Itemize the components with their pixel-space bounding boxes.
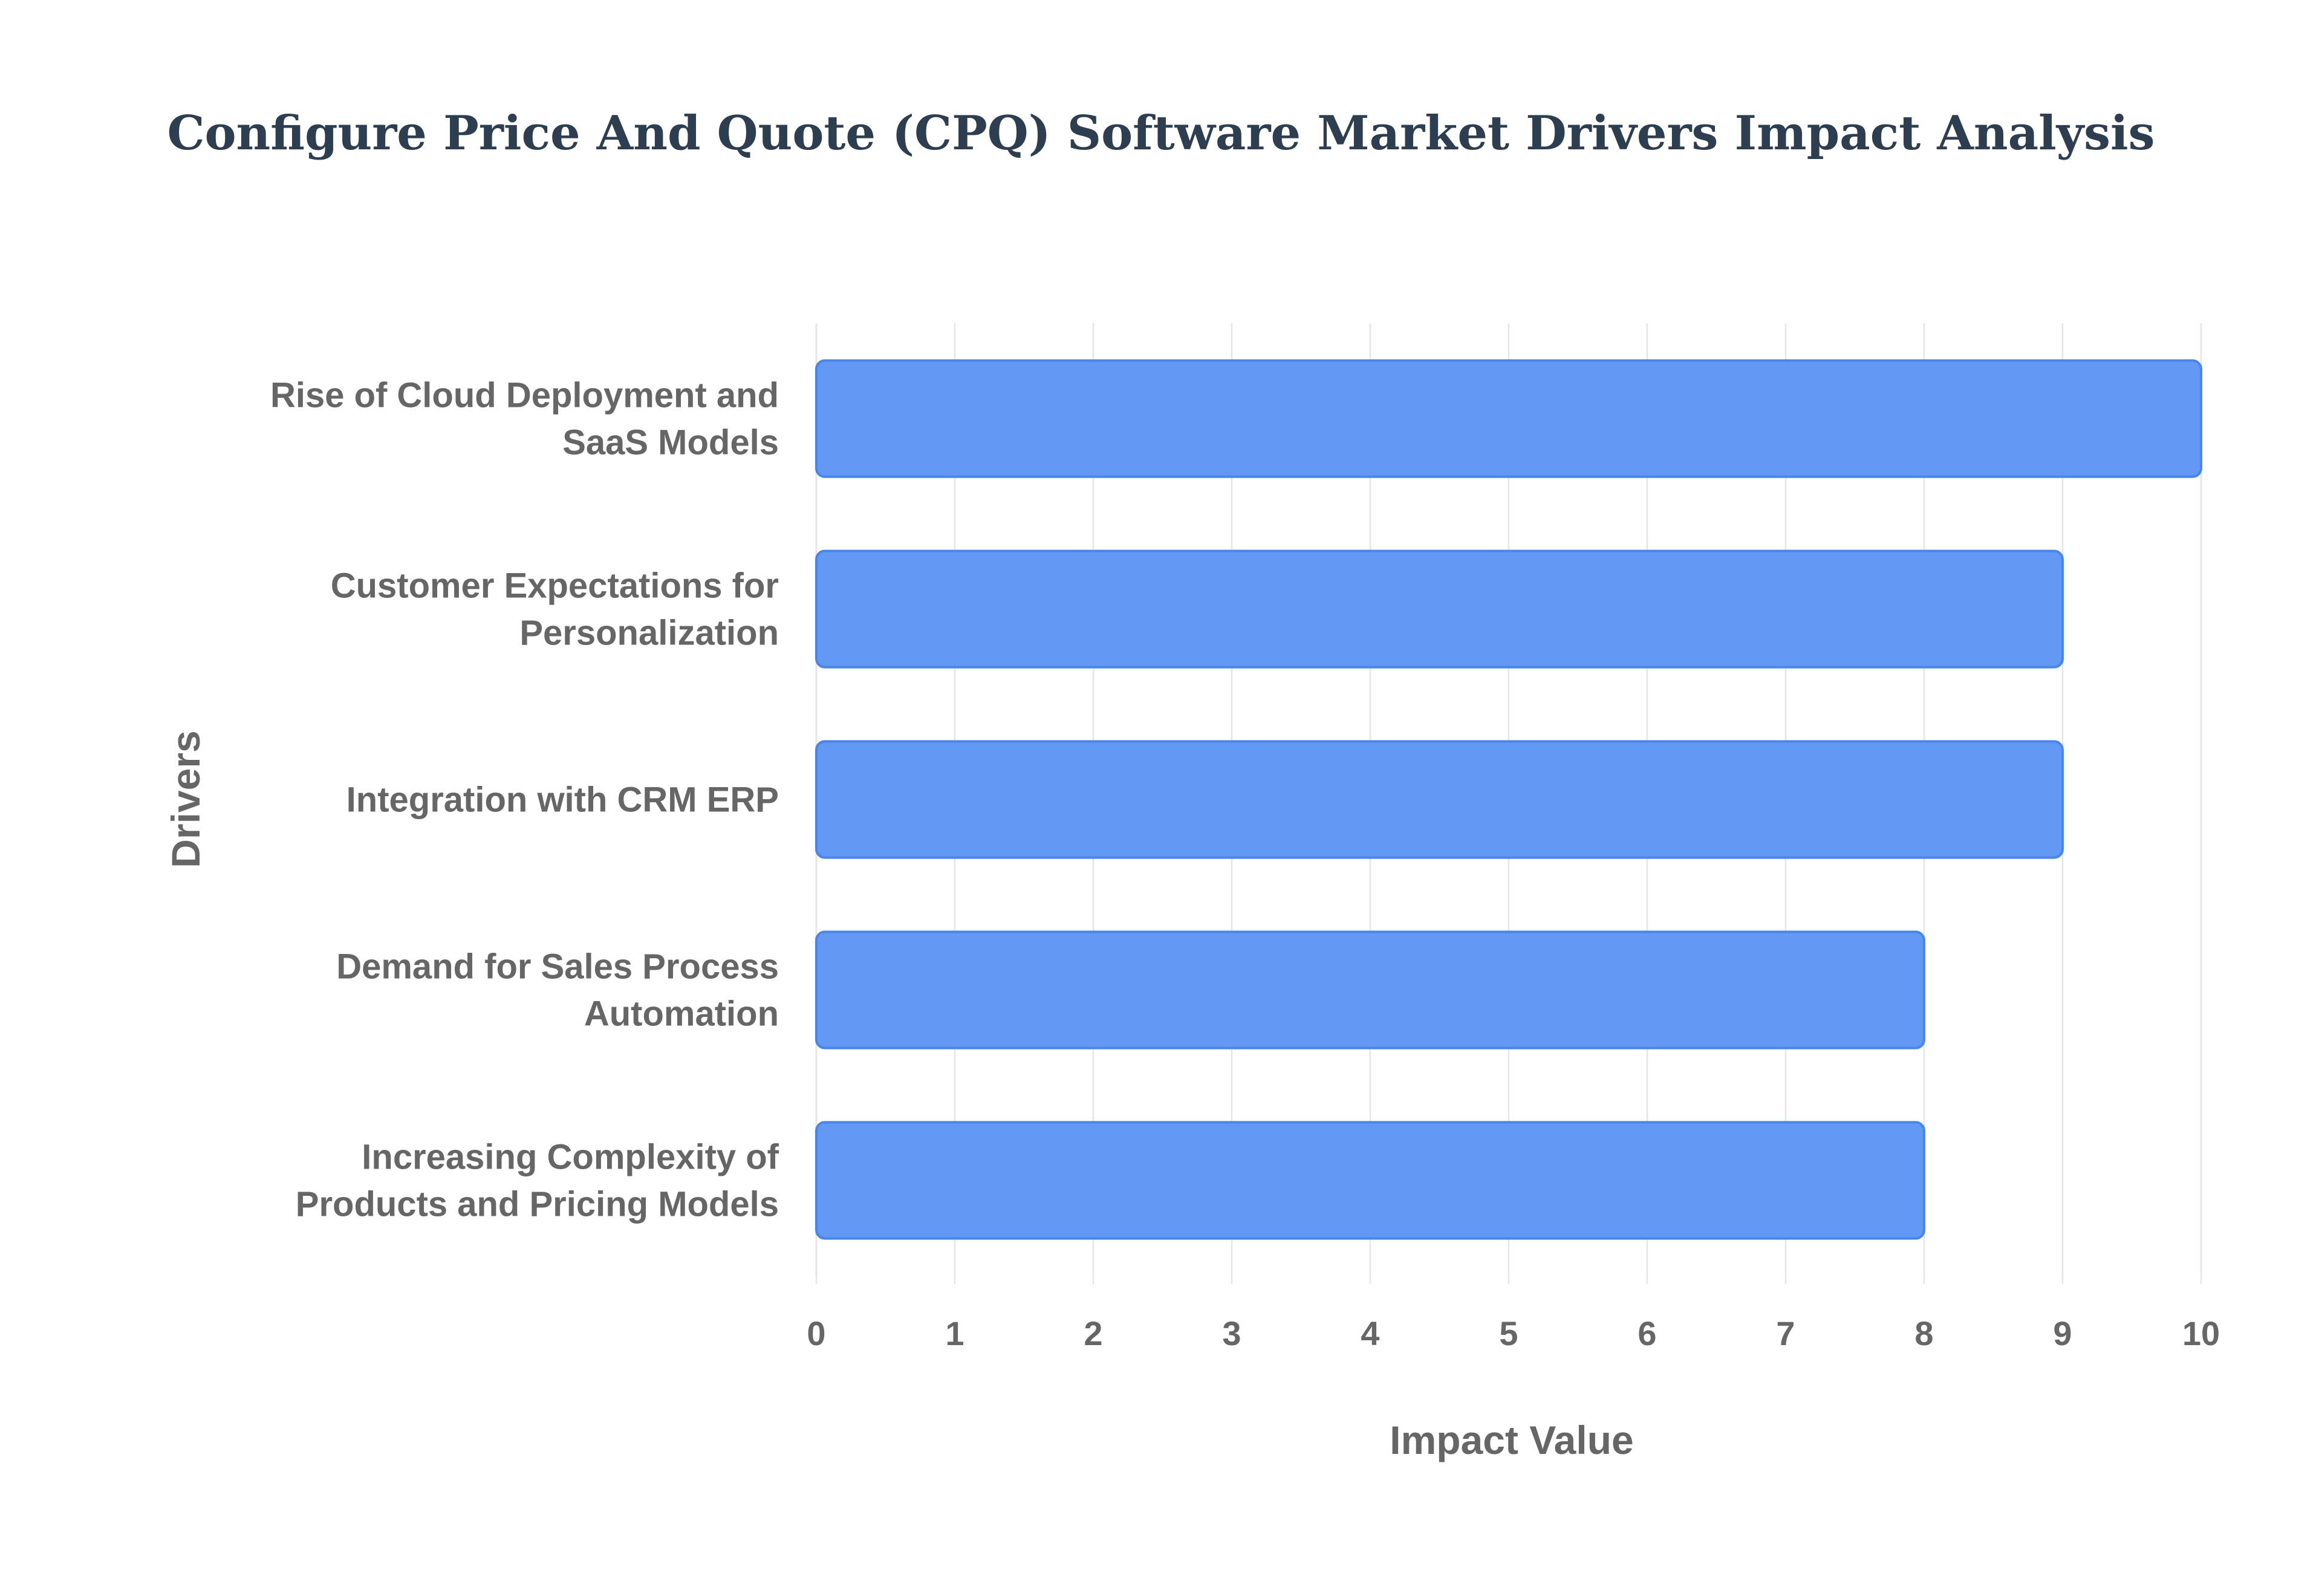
x-axis-ticks: 0 1 2 3 4 5 6 7 8 9 10 bbox=[807, 1314, 2220, 1352]
x-tick-label: 8 bbox=[1914, 1314, 1933, 1352]
x-tick-label: 2 bbox=[1084, 1314, 1102, 1352]
bar bbox=[815, 740, 2064, 859]
chart-title: Configure Price And Quote (CPQ) Software… bbox=[167, 106, 2155, 161]
y-axis-title: Drivers bbox=[163, 730, 208, 868]
y-category-label: Demand for Sales Process Automation bbox=[336, 947, 779, 1034]
x-tick-label: 7 bbox=[1776, 1314, 1795, 1352]
bar bbox=[815, 550, 2064, 669]
x-tick-label: 4 bbox=[1361, 1314, 1379, 1352]
x-tick-label: 9 bbox=[2053, 1314, 2072, 1352]
x-tick-label: 3 bbox=[1222, 1314, 1241, 1352]
y-category-label: Integration with CRM ERP bbox=[346, 780, 779, 820]
y-category-label: Rise of Cloud Deployment and SaaS Models bbox=[270, 376, 779, 462]
bars bbox=[815, 359, 2202, 1240]
x-tick-label: 1 bbox=[945, 1314, 964, 1352]
x-axis-title: Impact Value bbox=[1390, 1418, 1634, 1462]
x-tick-label: 5 bbox=[1499, 1314, 1518, 1352]
y-axis-labels: Rise of Cloud Deployment and SaaS Models C… bbox=[270, 376, 779, 1224]
bar bbox=[815, 930, 1925, 1049]
x-tick-label: 0 bbox=[807, 1314, 825, 1352]
bar bbox=[815, 359, 2202, 478]
y-category-label: Customer Expectations for Personalization bbox=[331, 566, 779, 653]
y-category-label: Increasing Complexity of Products and Pri… bbox=[296, 1138, 779, 1224]
bar bbox=[815, 1121, 1925, 1240]
x-tick-label: 10 bbox=[2182, 1314, 2220, 1352]
x-tick-label: 6 bbox=[1637, 1314, 1656, 1352]
